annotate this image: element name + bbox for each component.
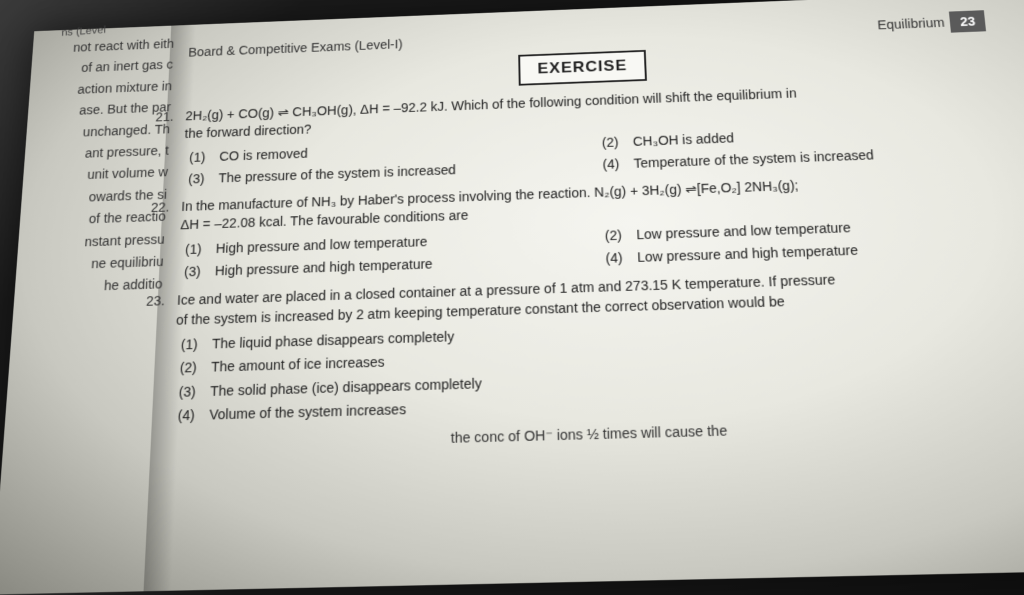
option-number: (1) bbox=[185, 239, 211, 259]
option-text: Low pressure and low temperature bbox=[636, 218, 851, 244]
option-number: (2) bbox=[605, 225, 631, 245]
option-text: CO is removed bbox=[219, 144, 308, 165]
question-number: 23. bbox=[146, 291, 166, 311]
option-text: CH₃OH is added bbox=[633, 128, 735, 150]
option-number: (3) bbox=[184, 262, 210, 282]
option-number: (1) bbox=[189, 147, 214, 166]
bleed-line: he additio bbox=[0, 274, 163, 300]
bottom-cutoff-text: the conc of OH⁻ ions ½ times will cause … bbox=[451, 413, 1024, 449]
left-page-bleed: not react with eith of an inert gas c ac… bbox=[0, 34, 180, 302]
option-text: The liquid phase disappears completely bbox=[212, 327, 455, 354]
header-right: Equilibrium 23 bbox=[877, 10, 987, 36]
chapter-label: Equilibrium bbox=[877, 14, 946, 34]
option-text: Low pressure and high temperature bbox=[637, 241, 859, 267]
header-left-text: Board & Competitive Exams (Level-I) bbox=[188, 35, 403, 61]
option-text: High pressure and low temperature bbox=[215, 232, 427, 258]
page-number-box: 23 bbox=[949, 10, 986, 33]
question-number: 22. bbox=[150, 198, 169, 217]
option-number: (3) bbox=[188, 169, 213, 188]
option-text: Temperature of the system is increased bbox=[633, 145, 874, 172]
option-text: The pressure of the system is increased bbox=[218, 160, 456, 187]
option-number: (4) bbox=[602, 154, 628, 173]
option-text: The solid phase (ice) disappears complet… bbox=[210, 373, 482, 401]
option-number: (2) bbox=[602, 132, 628, 151]
options-list: (1) The liquid phase disappears complete… bbox=[177, 310, 1024, 426]
option-number: (2) bbox=[179, 357, 205, 377]
option-number: (4) bbox=[605, 248, 631, 268]
bleed-line: ne equilibriu bbox=[0, 251, 164, 277]
exercise-heading: EXERCISE bbox=[518, 50, 647, 85]
textbook-page: ns (Level not react with eith of an iner… bbox=[0, 0, 1024, 595]
question-23: 23. Ice and water are placed in a closed… bbox=[171, 265, 1024, 426]
bleed-line: nstant pressu bbox=[0, 228, 165, 254]
option-text: The amount of ice increases bbox=[211, 352, 385, 377]
option-number: (1) bbox=[180, 334, 206, 354]
question-number: 21. bbox=[155, 107, 174, 126]
option-text: Volume of the system increases bbox=[209, 399, 406, 424]
option-number: (4) bbox=[177, 405, 204, 426]
option-number: (3) bbox=[178, 381, 204, 402]
question-22: 22. In the manufacture of NH₃ by Haber's… bbox=[178, 169, 1010, 282]
option-text: High pressure and high temperature bbox=[215, 254, 433, 280]
